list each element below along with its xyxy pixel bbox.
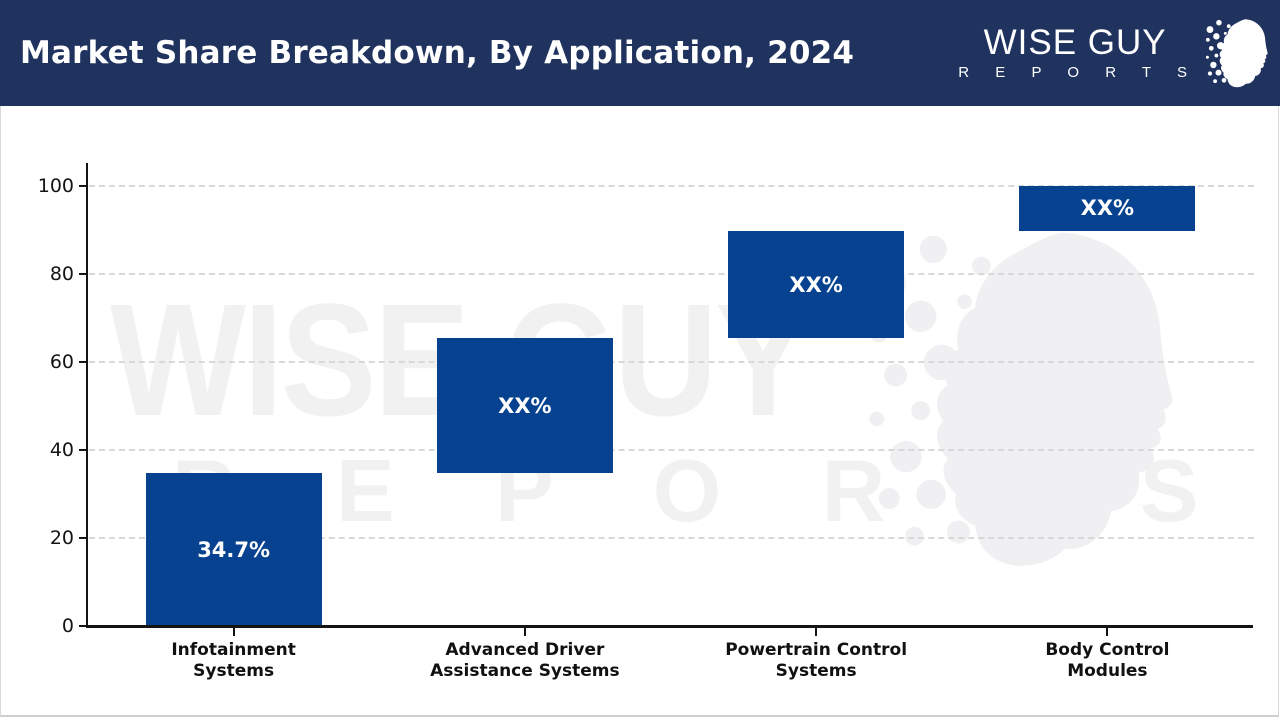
x-axis bbox=[86, 625, 1253, 628]
y-tick-label: 60 bbox=[49, 351, 74, 373]
bar-value-label: XX% bbox=[1080, 196, 1135, 221]
brand-logo: WISE GUY R E P O R T S bbox=[952, 0, 1268, 106]
gridline bbox=[89, 361, 1254, 363]
y-tick bbox=[79, 449, 86, 451]
header-bar: Market Share Breakdown, By Application, … bbox=[0, 0, 1280, 106]
category-label-line: Systems bbox=[775, 661, 857, 681]
bar-powertrain-control-systems: XX% bbox=[728, 230, 905, 339]
x-tick bbox=[523, 627, 526, 636]
y-tick-label: 40 bbox=[49, 439, 74, 461]
category-label-body-control-modules: Body Control Modules bbox=[977, 640, 1237, 682]
y-tick-label: 20 bbox=[49, 527, 74, 549]
brand-name: WISE GUY bbox=[983, 23, 1167, 62]
y-axis bbox=[86, 163, 88, 627]
category-label-line: Body Control bbox=[1045, 640, 1170, 660]
x-tick bbox=[1106, 627, 1109, 636]
gridline bbox=[89, 449, 1254, 451]
bar-value-label: XX% bbox=[498, 393, 552, 418]
category-label-powertrain-control-systems: Powertrain Control Systems bbox=[686, 640, 946, 682]
brand-text: WISE GUY R E P O R T S bbox=[952, 24, 1198, 82]
category-label-infotainment-systems: Infotainment Systems bbox=[104, 640, 364, 682]
category-label-line: Assistance Systems bbox=[430, 661, 620, 681]
y-tick bbox=[79, 537, 86, 539]
y-tick bbox=[79, 625, 86, 627]
gridline bbox=[89, 273, 1254, 275]
page-title: Market Share Breakdown, By Application, … bbox=[20, 35, 855, 71]
x-tick bbox=[815, 627, 818, 636]
brand-subtitle: R E P O R T S bbox=[958, 64, 1198, 81]
y-tick bbox=[79, 273, 86, 275]
category-label-advanced-driver-assistance-systems: Advanced Driver Assistance Systems bbox=[395, 640, 655, 682]
y-tick-label: 100 bbox=[37, 175, 74, 197]
bar-value-label: XX% bbox=[789, 272, 843, 297]
gridline bbox=[89, 537, 1254, 539]
category-label-line: Powertrain Control bbox=[725, 640, 908, 660]
bar-infotainment-systems: 34.7% bbox=[145, 473, 322, 626]
category-label-line: Advanced Driver bbox=[445, 640, 605, 660]
bar-body-control-modules: XX% bbox=[1019, 186, 1196, 231]
category-label-line: Modules bbox=[1067, 661, 1148, 681]
bar-value-label: 34.7% bbox=[197, 537, 271, 562]
category-label-line: Infotainment bbox=[171, 640, 296, 660]
y-tick-label: 0 bbox=[61, 615, 74, 637]
y-tick bbox=[79, 185, 86, 187]
bar-advanced-driver-assistance-systems: XX% bbox=[436, 338, 613, 474]
y-tick-label: 80 bbox=[49, 263, 74, 285]
category-label-line: Systems bbox=[193, 661, 275, 681]
y-tick bbox=[79, 361, 86, 363]
x-tick bbox=[232, 627, 235, 636]
gridline bbox=[89, 185, 1254, 187]
